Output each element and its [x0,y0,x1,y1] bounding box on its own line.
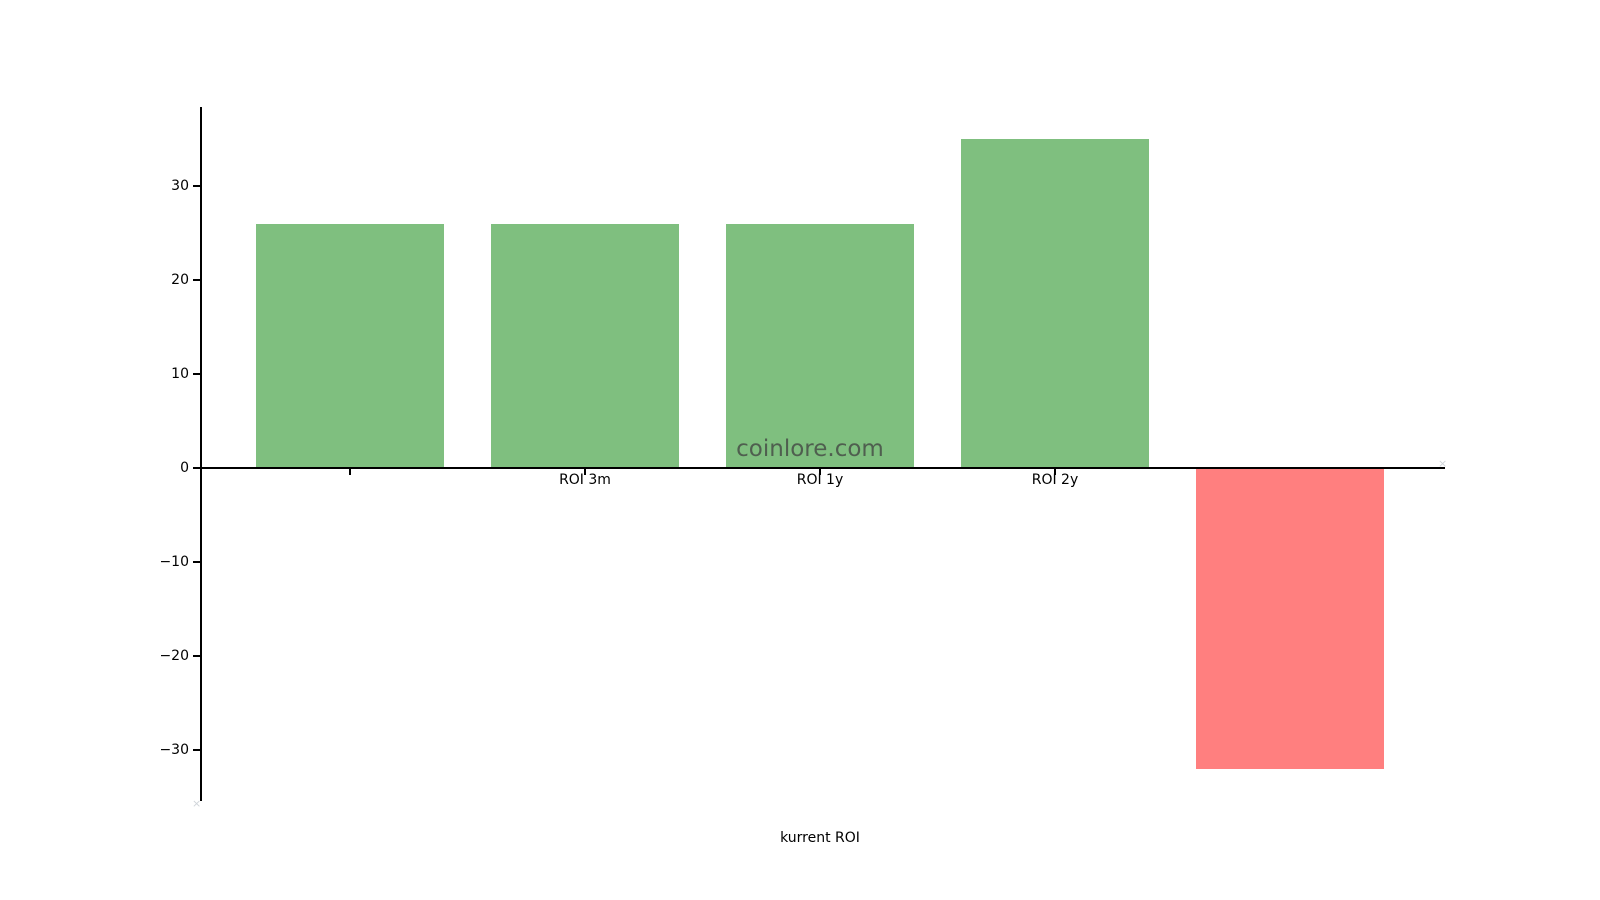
bar-ROI 2y [961,139,1149,468]
x-tick [349,468,351,475]
y-tick-label: 10 [171,366,189,382]
bar-ROI 3m [491,223,679,468]
y-tick [193,467,200,469]
y-tick [193,373,200,375]
x-tick [1054,468,1056,475]
x-tick [819,468,821,475]
x-tick [584,468,586,475]
y-axis-spine [200,107,202,801]
y-tick-label: −20 [159,648,189,664]
x-tick-label: ROI 1y [796,472,844,488]
x-tick-label: ROI 3m [559,472,611,488]
x-tick-label: ROI 2y [1031,472,1079,488]
y-tick [193,185,200,187]
y-tick-label: −30 [159,742,189,758]
y-tick-label: −10 [159,554,189,570]
coinlore-watermark: coinlore.com [736,436,884,462]
x-axis-spine [200,467,1445,469]
y-tick [193,749,200,751]
y-tick-label: 30 [171,178,189,194]
bar-unlabeled-0 [256,223,444,468]
bar-ROI 1y [726,223,914,468]
y-tick [193,279,200,281]
axis-end-artifact-bottom: × [192,797,202,810]
y-tick [193,655,200,657]
y-tick-label: 0 [180,460,189,476]
x-axis-title: kurrent ROI [780,830,860,846]
y-tick [193,561,200,563]
axis-end-artifact-right: × [1438,457,1448,470]
bar-unlabeled-4 [1196,468,1384,769]
y-tick-label: 20 [171,272,189,288]
